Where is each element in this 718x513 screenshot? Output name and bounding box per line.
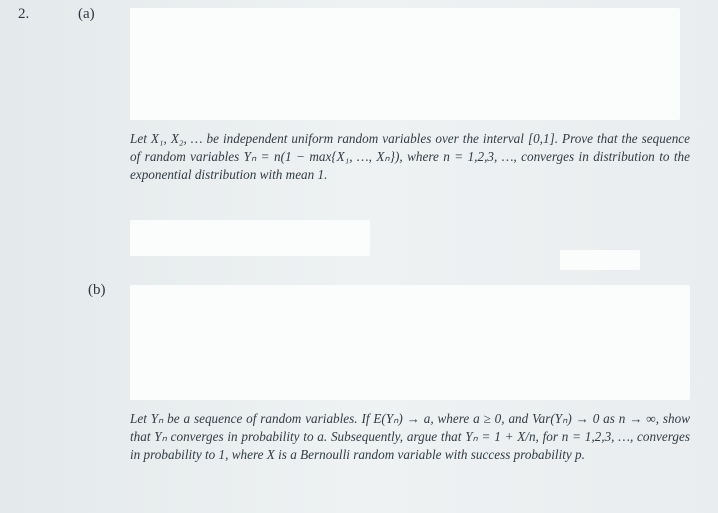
question-number: 2.: [18, 6, 29, 23]
scanned-page: 2. (a) Let X₁, X₂, … be independent unif…: [0, 0, 718, 513]
part-a-text: Let X₁, X₂, … be independent uniform ran…: [130, 130, 690, 183]
part-label-a: (a): [78, 6, 95, 23]
part-b-text: Let Yₙ be a sequence of random variables…: [130, 410, 690, 463]
part-label-b: (b): [88, 282, 106, 299]
redaction-block: [560, 250, 640, 270]
redaction-block: [130, 285, 690, 400]
redaction-block: [130, 220, 370, 256]
redaction-block: [130, 8, 680, 120]
